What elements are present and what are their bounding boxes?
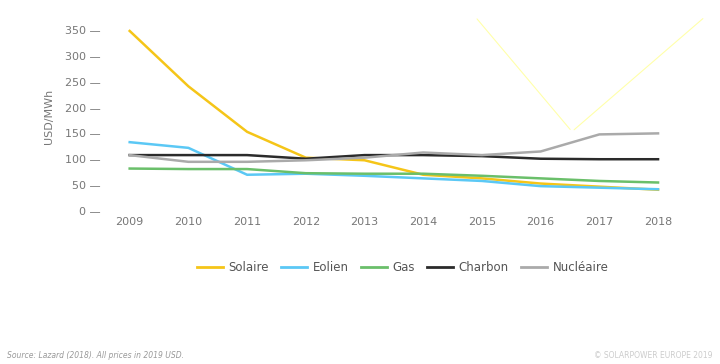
Text: 250 —: 250 — xyxy=(65,78,100,88)
Text: 300 —: 300 — xyxy=(65,52,100,62)
Legend: Solaire, Eolien, Gas, Charbon, Nucléaire: Solaire, Eolien, Gas, Charbon, Nucléaire xyxy=(192,256,613,279)
Text: 0 —: 0 — xyxy=(78,207,100,217)
Text: 100 —: 100 — xyxy=(65,155,100,165)
Text: 350 —: 350 — xyxy=(65,26,100,36)
Text: © SOLARPOWER EUROPE 2019: © SOLARPOWER EUROPE 2019 xyxy=(594,351,713,360)
Text: Source: Lazard (2018). All prices in 2019 USD.: Source: Lazard (2018). All prices in 201… xyxy=(7,351,184,360)
Text: 150 —: 150 — xyxy=(65,130,100,139)
Text: 50 —: 50 — xyxy=(72,181,100,191)
Text: 200 —: 200 — xyxy=(65,103,100,114)
Y-axis label: USD/MWh: USD/MWh xyxy=(44,89,54,144)
